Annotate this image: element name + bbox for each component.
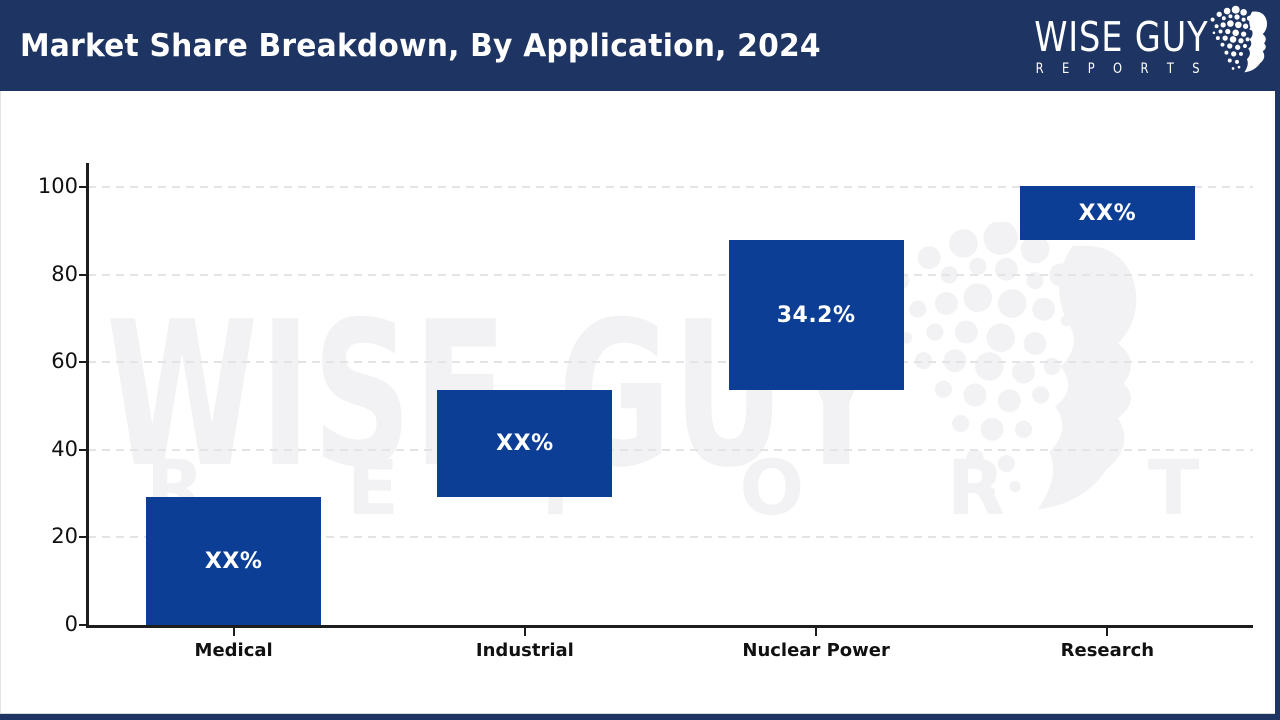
wiseguy-logo: WISE GUY R E P O R T S bbox=[996, 2, 1272, 90]
x-tick-mark-0 bbox=[232, 627, 235, 636]
watermark-face-icon bbox=[872, 220, 1158, 568]
bar-industrial: XX% bbox=[437, 390, 613, 498]
gridline-80 bbox=[88, 273, 1253, 276]
dotted-face-logo-icon bbox=[1206, 4, 1272, 88]
bar-research: XX% bbox=[1019, 185, 1195, 241]
x-tick-mark-2 bbox=[815, 627, 818, 636]
x-tick-mark-3 bbox=[1106, 627, 1109, 636]
x-tick-mark-1 bbox=[523, 627, 526, 636]
bar-value-label: XX% bbox=[204, 548, 263, 574]
bar-value-label: XX% bbox=[1078, 200, 1137, 226]
gridline-60 bbox=[88, 361, 1253, 364]
y-tick-mark-20 bbox=[79, 536, 88, 539]
y-tick-label-100: 100 bbox=[37, 174, 78, 198]
y-tick-mark-40 bbox=[79, 448, 88, 451]
x-category-label: Medical bbox=[194, 640, 273, 661]
y-tick-mark-100 bbox=[79, 186, 88, 188]
gridline-40 bbox=[88, 448, 1253, 451]
bar-medical: XX% bbox=[146, 497, 322, 625]
x-category-label: Nuclear Power bbox=[742, 640, 890, 661]
y-tick-label-0: 0 bbox=[64, 612, 78, 636]
logo-wordmark: WISE GUY bbox=[1033, 12, 1208, 61]
bar-nuclear-power: 34.2% bbox=[728, 240, 904, 391]
y-tick-label-80: 80 bbox=[51, 261, 78, 286]
bar-value-label: 34.2% bbox=[776, 302, 856, 328]
gridline-20 bbox=[88, 536, 1253, 539]
page-title: Market Share Breakdown, By Application, … bbox=[20, 27, 821, 64]
y-axis-line bbox=[86, 163, 89, 627]
y-tick-label-20: 20 bbox=[51, 524, 78, 549]
gridline-100 bbox=[88, 186, 1253, 188]
y-tick-label-40: 40 bbox=[51, 436, 78, 461]
y-tick-label-60: 60 bbox=[51, 349, 78, 374]
x-axis-line bbox=[86, 625, 1253, 628]
y-tick-mark-60 bbox=[79, 361, 88, 364]
x-category-label: Industrial bbox=[475, 640, 574, 661]
logo-subtext: R E P O R T S bbox=[1035, 60, 1207, 77]
right-accent-strip bbox=[1275, 0, 1280, 720]
bottom-accent-strip bbox=[0, 714, 1280, 720]
header: Market Share Breakdown, By Application, … bbox=[0, 0, 1280, 91]
x-category-label: Research bbox=[1060, 640, 1155, 661]
bar-value-label: XX% bbox=[496, 431, 554, 457]
y-tick-mark-0 bbox=[79, 624, 88, 626]
y-tick-mark-80 bbox=[79, 273, 88, 276]
